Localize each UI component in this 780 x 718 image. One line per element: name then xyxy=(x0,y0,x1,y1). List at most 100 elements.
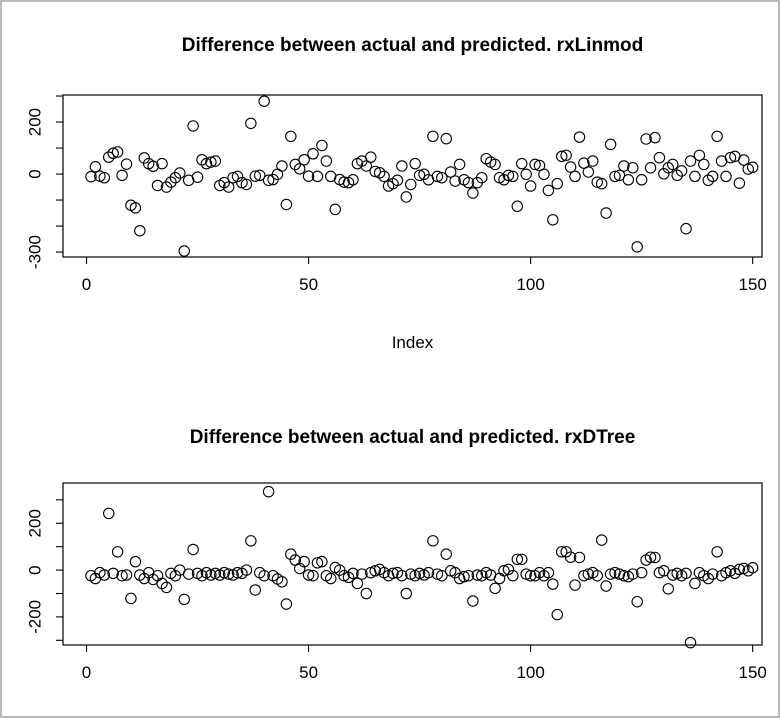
data-point xyxy=(102,507,115,520)
data-point xyxy=(489,158,501,171)
data-point xyxy=(689,170,701,183)
data-point xyxy=(555,546,568,558)
data-point xyxy=(253,169,266,182)
data-point xyxy=(467,595,479,607)
data-point xyxy=(240,564,253,576)
data-point xyxy=(507,170,519,183)
data-point xyxy=(280,198,293,211)
data-point xyxy=(502,169,515,182)
data-point xyxy=(89,161,102,173)
data-point xyxy=(680,567,692,580)
data-point xyxy=(595,534,608,546)
data-point xyxy=(182,568,195,580)
data-point xyxy=(249,584,262,596)
data-point xyxy=(529,158,541,171)
data-point xyxy=(289,158,302,171)
data-point xyxy=(627,162,639,174)
data-point xyxy=(387,567,399,580)
data-point xyxy=(302,170,315,182)
data-point xyxy=(618,160,630,172)
data-point xyxy=(285,548,297,560)
y-tick-label: 200 xyxy=(26,108,45,136)
data-point xyxy=(582,166,595,178)
data-point xyxy=(706,170,719,183)
data-point xyxy=(604,138,617,151)
y-tick-label: -300 xyxy=(26,235,45,269)
x-tick-label: 0 xyxy=(82,663,91,682)
data-point xyxy=(218,176,230,189)
data-point xyxy=(547,578,559,590)
data-point xyxy=(502,563,515,576)
data-point xyxy=(640,133,652,145)
data-point xyxy=(325,572,337,585)
data-point xyxy=(360,587,373,600)
data-point xyxy=(729,567,741,580)
data-point xyxy=(662,583,675,595)
data-point xyxy=(600,580,612,592)
data-point xyxy=(613,169,626,182)
y-tick-label: 0 xyxy=(26,565,45,574)
data-point xyxy=(178,593,190,606)
data-point xyxy=(98,171,111,184)
data-point xyxy=(245,535,257,547)
data-point xyxy=(515,157,528,170)
data-point xyxy=(342,571,355,584)
data-point xyxy=(436,569,448,582)
data-point xyxy=(560,149,572,162)
data-point xyxy=(644,551,657,563)
data-point xyxy=(187,543,199,556)
data-point xyxy=(311,170,324,183)
data-point xyxy=(702,174,715,187)
data-point xyxy=(156,157,168,170)
data-point xyxy=(573,551,586,564)
data-point xyxy=(422,566,435,579)
data-point xyxy=(618,569,630,582)
data-point xyxy=(196,153,208,166)
data-point xyxy=(542,566,555,579)
data-point xyxy=(649,551,661,564)
data-point xyxy=(671,169,683,182)
plot-box xyxy=(62,94,763,258)
data-point xyxy=(635,174,648,186)
data-point xyxy=(276,576,288,588)
data-point xyxy=(307,148,319,160)
chart-title: Difference between actual and predicted.… xyxy=(190,427,636,448)
data-point xyxy=(227,171,239,184)
data-point xyxy=(298,555,310,568)
data-point xyxy=(138,152,151,164)
data-point xyxy=(134,224,146,237)
x-tick-label: 0 xyxy=(82,275,91,294)
data-point xyxy=(356,568,368,580)
data-point xyxy=(520,168,532,181)
data-point xyxy=(427,130,439,143)
data-point xyxy=(191,171,204,183)
data-point xyxy=(293,163,306,175)
data-point xyxy=(635,566,648,579)
data-point xyxy=(125,592,137,605)
data-point xyxy=(551,608,564,621)
data-point xyxy=(507,569,519,582)
data-point xyxy=(711,546,723,558)
data-point xyxy=(111,546,124,558)
y-tick-label: 0 xyxy=(26,169,45,178)
data-point xyxy=(222,181,235,193)
data-point xyxy=(436,171,448,184)
data-point xyxy=(449,175,461,187)
x-tick-label: 50 xyxy=(299,663,318,682)
x-tick-label: 100 xyxy=(516,663,544,682)
data-point xyxy=(151,569,164,582)
data-point xyxy=(396,160,408,172)
y-tick-label: 200 xyxy=(26,509,45,537)
data-point xyxy=(165,176,177,188)
data-point xyxy=(666,158,679,171)
data-point xyxy=(573,131,586,143)
data-point xyxy=(156,577,168,590)
data-point xyxy=(187,120,199,132)
data-point xyxy=(107,567,119,580)
data-point xyxy=(409,157,421,170)
x-tick-label: 100 xyxy=(516,275,544,294)
data-point xyxy=(85,170,97,183)
data-point xyxy=(316,555,328,568)
data-point xyxy=(542,184,555,197)
